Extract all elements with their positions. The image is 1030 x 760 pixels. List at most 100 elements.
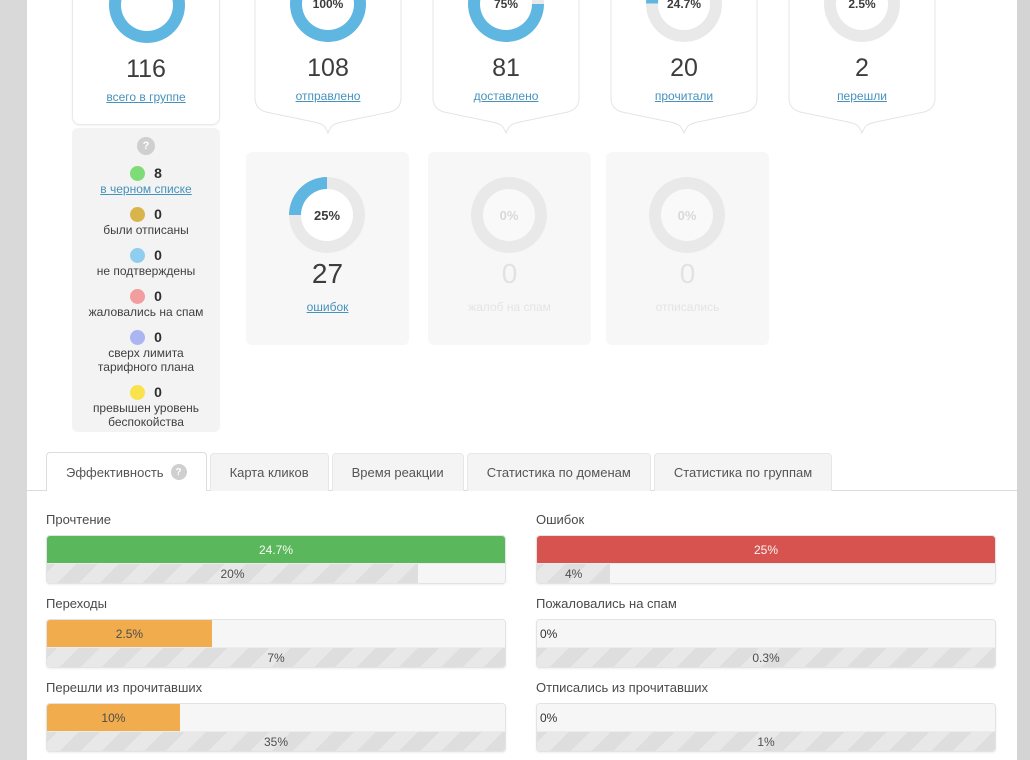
breakdown-label: были отписаны — [103, 223, 189, 237]
help-icon[interactable]: ? — [170, 464, 187, 480]
donut-hole: 25% — [301, 189, 353, 241]
donut-percent-label: 24.7% — [666, 0, 702, 11]
metric-bars: 24.7% 20% — [46, 535, 506, 584]
summary-card-sent: 100% 108 отправлено — [254, 0, 402, 140]
donut-hole: 0% — [661, 189, 713, 241]
average-bar-fill — [537, 564, 611, 583]
stat-label-link[interactable]: ошибок — [306, 300, 349, 314]
value-bar-text: 2.5% — [115, 626, 144, 641]
breakdown-item-over-limit: 0 сверх лимита тарифного плана — [72, 328, 220, 374]
donut-hole: 75% — [480, 0, 532, 30]
legend-dot-yellow — [130, 384, 146, 400]
tab-click-map[interactable]: Карта кликов — [209, 453, 329, 491]
breakdown-item-unsubscribed: 0 были отписаны — [72, 205, 220, 237]
effectiveness-panel: Прочтение 24.7% 20% Переходы 2.5% — [46, 512, 996, 752]
average-bar: 0.3% — [537, 647, 995, 667]
tab-reaction-time[interactable]: Время реакции — [331, 453, 464, 491]
average-bar-text: 0.3% — [752, 650, 780, 665]
stat-value: 2 — [855, 54, 869, 82]
metric-label: Ошибок — [536, 512, 585, 527]
value-bar-text: 10% — [101, 710, 126, 725]
value-bar: 2.5% — [47, 620, 505, 647]
stat-label-link[interactable]: прочитали — [654, 89, 714, 103]
metric-group-errors: Ошибок 25% 4% — [536, 512, 996, 584]
tab-group-stats[interactable]: Статистика по группам — [653, 453, 833, 491]
legend-dot-lavender — [130, 329, 146, 345]
average-bar: 1% — [537, 731, 995, 751]
banner-card-shape — [610, 0, 758, 135]
tab-label: Эффективность — [66, 464, 164, 480]
value-bar: 24.7% — [47, 536, 505, 563]
banner-card-shape — [254, 0, 402, 135]
breakdown-item-spam-complaints: 0 жаловались на спам — [72, 287, 220, 319]
average-bar: 20% — [47, 563, 505, 583]
donut-hole: 2.5% — [836, 0, 888, 30]
help-icon[interactable]: ? — [137, 137, 155, 155]
metric-bars: 2.5% 7% — [46, 619, 506, 668]
breakdown-count: 8 — [154, 165, 162, 181]
summary-card-read: 24.7% 20 прочитали — [610, 0, 758, 140]
breakdown-label-link[interactable]: в черном списке — [100, 182, 192, 196]
metric-label: Пожаловались на спам — [536, 596, 677, 611]
summary-card-delivered: 75% 81 доставлено — [432, 0, 580, 140]
stat-value: 81 — [492, 54, 520, 82]
breakdown-label: превышен уровень беспокойства — [92, 401, 200, 429]
donut-chart: 25% — [289, 177, 365, 253]
metric-group-clicks: Переходы 2.5% 7% — [46, 596, 506, 668]
banner-card-shape — [432, 0, 580, 135]
metric-group-clicked-from-readers: Перешли из прочитавших 10% 35% — [46, 680, 506, 752]
tab-domain-stats[interactable]: Статистика по доменам — [466, 453, 651, 491]
breakdown-count: 0 — [154, 384, 162, 400]
scrollbar-track[interactable] — [1017, 0, 1030, 760]
donut-hole: 24.7% — [658, 0, 710, 30]
errors-card: 25% 27 ошибок — [246, 152, 409, 345]
stat-label-link[interactable]: доставлено — [473, 89, 539, 103]
stat-label-link[interactable]: перешли — [837, 89, 887, 103]
stat-value: 0 — [501, 258, 518, 289]
metric-group-unsubscribed-from-readers: Отписались из прочитавших 0% 1% — [536, 680, 996, 752]
breakdown-item-unconfirmed: 0 не подтверждены — [72, 246, 220, 278]
metric-group-reading: Прочтение 24.7% 20% — [46, 512, 506, 584]
average-bar: 7% — [47, 647, 505, 667]
value-bar-text: 0% — [540, 626, 558, 641]
legend-dot-blue — [130, 247, 146, 263]
value-bar-fill — [47, 536, 505, 563]
group-breakdown-panel: ? 8 в черном списке 0 были отписаны 0 не… — [72, 128, 220, 432]
stat-label-link[interactable]: отправлено — [295, 89, 361, 103]
value-bar: 10% — [47, 704, 505, 731]
donut-hole: 0% — [483, 189, 535, 241]
stat-value: 108 — [307, 54, 349, 82]
metric-group-spam-complaints: Пожаловались на спам 0% 0.3% — [536, 596, 996, 668]
unsubscribed-card: 0% 0 отписались — [606, 152, 769, 345]
breakdown-item-blacklist: 8 в черном списке — [72, 164, 220, 196]
tab-label: Статистика по доменам — [486, 465, 631, 480]
breakdown-count: 0 — [154, 288, 162, 304]
donut-chart: 0% — [649, 177, 725, 253]
average-bar-text: 35% — [263, 734, 289, 749]
tab-effectiveness[interactable]: Эффективность ? — [46, 452, 207, 491]
legend-dot-gold — [130, 206, 146, 222]
metric-label: Отписались из прочитавших — [536, 680, 709, 695]
breakdown-count: 0 — [154, 247, 162, 263]
tab-label: Статистика по группам — [673, 465, 813, 480]
breakdown-count: 0 — [154, 206, 162, 222]
average-bar-text: 7% — [267, 650, 285, 665]
average-bar-fill — [47, 732, 505, 751]
metric-label: Переходы — [46, 596, 107, 611]
average-bar-fill — [47, 564, 418, 583]
legend-dot-green — [130, 165, 146, 181]
metric-label: Перешли из прочитавших — [46, 680, 203, 695]
average-bar-text: 4% — [564, 566, 583, 581]
stat-value: 0 — [679, 258, 696, 289]
legend-dot-pink — [130, 288, 146, 304]
value-bar: 0% — [537, 704, 995, 731]
average-bar: 35% — [47, 731, 505, 751]
breakdown-count: 0 — [154, 329, 162, 345]
tab-label: Время реакции — [351, 465, 444, 480]
metric-bars: 0% 0.3% — [536, 619, 996, 668]
stat-label: отписались — [655, 300, 720, 314]
tab-label: Карта кликов — [229, 465, 309, 480]
stat-label-link[interactable]: всего в группе — [106, 90, 186, 104]
average-bar-fill — [537, 732, 995, 751]
